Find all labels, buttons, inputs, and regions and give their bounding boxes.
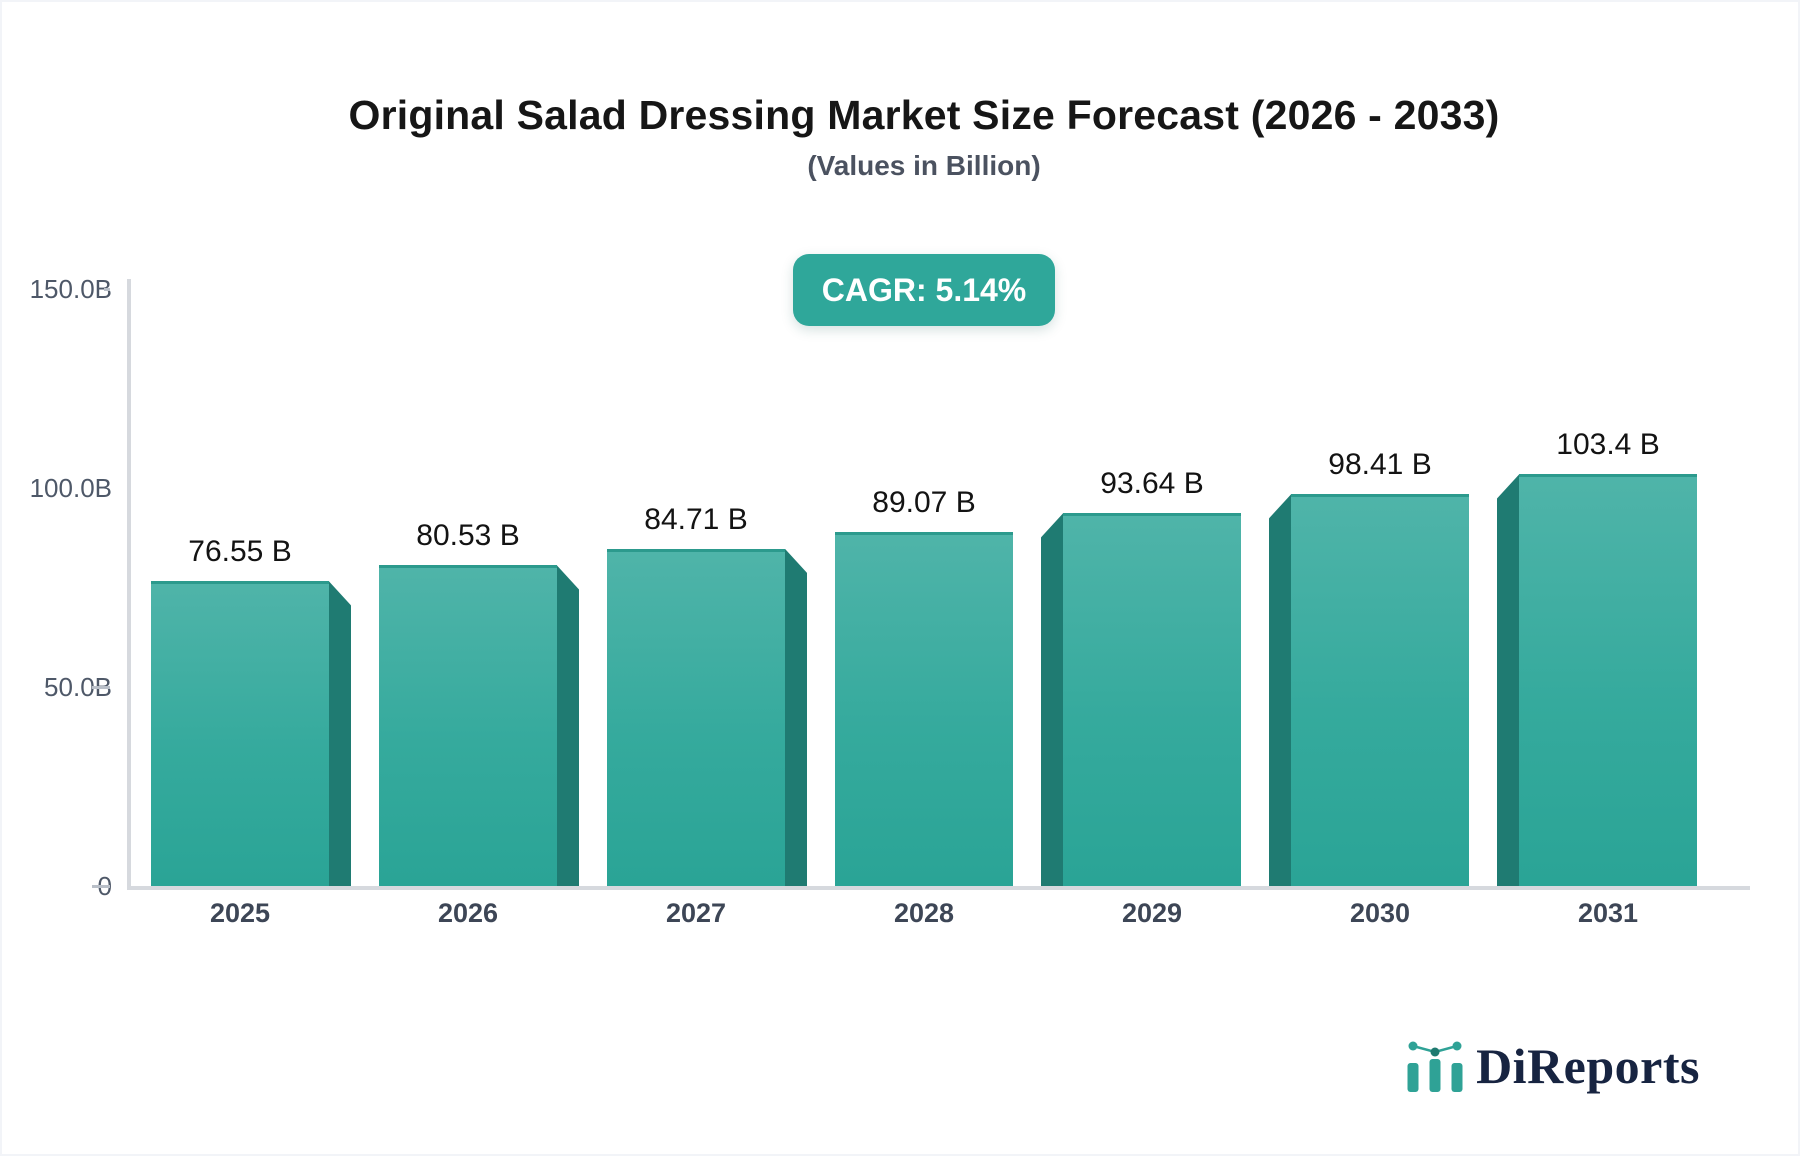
- direports-logo[interactable]: DiReports: [1404, 1038, 1700, 1092]
- bar-face-2026: [379, 565, 557, 886]
- cagr-badge: CAGR: 5.14%: [793, 254, 1055, 326]
- bar-face-2030: [1291, 494, 1469, 886]
- bar-side-3d-2030: [1269, 494, 1291, 886]
- bar-value-label-2030: 98.41 B: [1328, 448, 1432, 482]
- chart-title: Original Salad Dressing Market Size Fore…: [348, 92, 1500, 138]
- bar-side-3d-2031: [1497, 474, 1519, 886]
- bar-face-2027: [607, 548, 785, 886]
- x-axis-label-2027: 2027: [665, 898, 727, 928]
- y-axis-tick-label: 150.0B: [29, 274, 112, 304]
- y-axis-tick-mark: [104, 288, 110, 291]
- y-axis-tick-mark: [92, 885, 110, 888]
- chart-subtitle: (Values in Billion): [807, 150, 1041, 181]
- bar-side-3d-2027: [785, 548, 807, 886]
- logo-bars-icon: [1407, 1041, 1463, 1092]
- bar-side-3d-2025: [329, 581, 351, 886]
- bar-face-2029: [1063, 513, 1241, 886]
- bar-value-label-2026: 80.53 B: [416, 519, 520, 553]
- x-axis-label-2029: 2029: [1121, 898, 1183, 928]
- bar-face-2028: [835, 531, 1013, 886]
- y-axis-tick-mark: [92, 686, 110, 689]
- y-axis-line: [127, 279, 131, 889]
- x-axis-label-2028: 2028: [893, 898, 955, 928]
- bar-value-label-2031: 103.4 B: [1556, 428, 1660, 462]
- x-axis-label-2030: 2030: [1349, 898, 1411, 928]
- logo-text: DiReports: [1476, 1038, 1700, 1094]
- bar-face-2025: [151, 581, 329, 886]
- bar-value-label-2029: 93.64 B: [1100, 467, 1204, 501]
- bar-value-label-2025: 76.55 B: [188, 535, 292, 569]
- x-axis-label-2026: 2026: [437, 898, 499, 928]
- x-axis-line: [127, 886, 1750, 890]
- x-axis-label-2031: 2031: [1577, 898, 1639, 928]
- bar-face-2031: [1519, 474, 1697, 886]
- y-axis-tick-label: 100.0B: [29, 473, 112, 503]
- bar-value-label-2028: 89.07 B: [872, 485, 976, 519]
- bar-value-label-2027: 84.71 B: [644, 502, 748, 536]
- x-axis-label-2025: 2025: [209, 898, 271, 928]
- bar-side-3d-2029: [1041, 513, 1063, 886]
- bar-side-3d-2026: [557, 565, 579, 886]
